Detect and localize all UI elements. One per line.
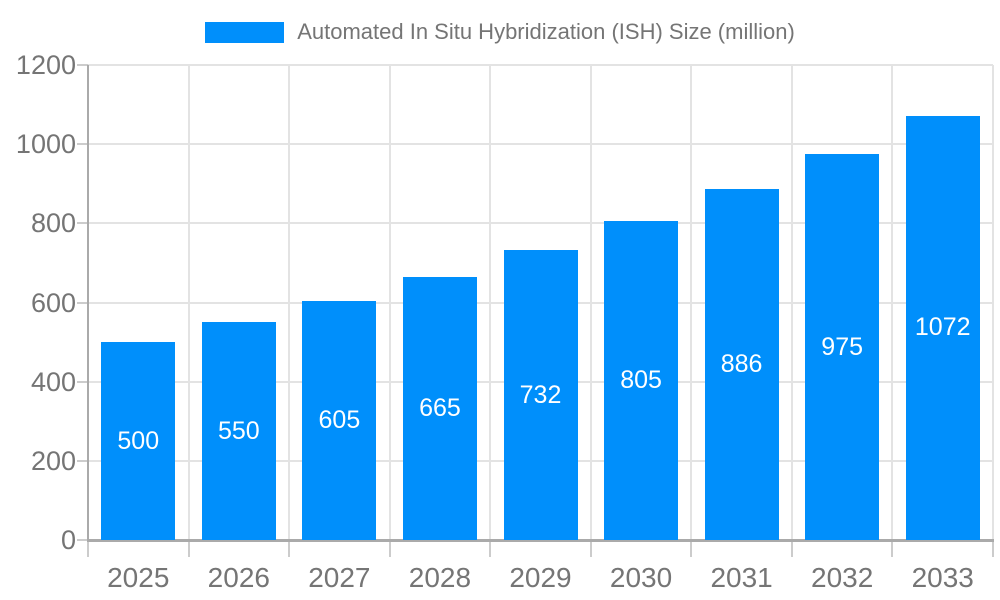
bar[interactable]: 605 <box>302 300 377 540</box>
bar[interactable]: 665 <box>402 276 477 540</box>
x-tick-label: 2030 <box>609 562 673 593</box>
v-gridline <box>187 65 190 540</box>
x-tick-label: 2032 <box>811 562 874 593</box>
x-tick-label: 2031 <box>710 562 773 593</box>
v-gridline <box>388 65 391 540</box>
legend-label: Automated In Situ Hybridization (ISH) Si… <box>297 19 795 44</box>
x-axis-line <box>87 539 994 542</box>
bar-value-label: 975 <box>821 332 864 361</box>
x-axis-tick <box>388 540 391 557</box>
bar[interactable]: 500 <box>101 342 176 540</box>
bar-value-label: 1072 <box>914 313 971 342</box>
v-gridline <box>891 65 894 540</box>
x-tick-label: 2027 <box>308 562 371 593</box>
y-axis-tick <box>77 301 88 304</box>
y-axis-tick <box>77 539 88 541</box>
legend-item[interactable]: Automated In Situ Hybridization (ISH) Si… <box>0 18 1000 46</box>
h-gridline <box>88 222 993 225</box>
bar-value-label: 550 <box>217 416 260 445</box>
bar[interactable]: 1072 <box>905 115 980 540</box>
bar[interactable]: 886 <box>704 189 779 540</box>
y-axis-tick <box>77 459 88 462</box>
y-axis-tick <box>77 64 88 66</box>
x-axis-tick <box>790 540 793 557</box>
x-axis-tick <box>690 540 693 557</box>
x-tick-label: 2028 <box>408 562 472 593</box>
v-gridline <box>790 65 793 540</box>
x-tick-label: 2029 <box>509 562 572 593</box>
y-tick-label: 400 <box>30 366 76 397</box>
bar-value-label: 605 <box>318 405 361 434</box>
y-tick-label: 1200 <box>15 50 76 80</box>
v-gridline <box>992 65 994 540</box>
y-tick-label: 200 <box>30 445 76 476</box>
v-gridline <box>589 65 592 540</box>
x-axis-tick <box>288 540 291 557</box>
v-gridline <box>489 65 492 540</box>
y-tick-label: 0 <box>60 525 76 555</box>
y-tick-label: 800 <box>30 208 76 239</box>
x-axis-tick <box>87 540 89 557</box>
bar-value-label: 886 <box>720 350 763 379</box>
y-axis-tick <box>77 380 88 383</box>
bar-value-label: 732 <box>519 380 562 409</box>
x-axis-tick <box>891 540 894 557</box>
bar-value-label: 500 <box>117 426 160 455</box>
v-gridline <box>690 65 693 540</box>
bar-value-label: 665 <box>419 393 461 422</box>
x-axis-tick <box>992 540 994 557</box>
y-axis-tick <box>77 143 88 146</box>
x-axis-tick <box>589 540 592 557</box>
x-tick-label: 2026 <box>207 562 270 593</box>
bar-value-label: 805 <box>620 366 662 395</box>
bar[interactable]: 975 <box>805 154 880 540</box>
y-axis-line <box>87 65 89 542</box>
bar[interactable]: 732 <box>503 250 578 540</box>
bar[interactable]: 550 <box>201 322 276 540</box>
legend-swatch-icon <box>205 21 285 43</box>
y-tick-label: 1000 <box>15 129 76 160</box>
x-axis-tick <box>489 540 492 557</box>
v-gridline <box>288 65 291 540</box>
x-axis-tick <box>187 540 190 557</box>
y-axis-tick <box>77 222 88 225</box>
x-tick-label: 2025 <box>107 562 170 593</box>
y-tick-label: 600 <box>30 287 76 318</box>
h-gridline <box>88 64 993 66</box>
x-tick-label: 2033 <box>911 562 974 593</box>
h-gridline <box>88 143 993 146</box>
bar[interactable]: 805 <box>604 221 679 540</box>
